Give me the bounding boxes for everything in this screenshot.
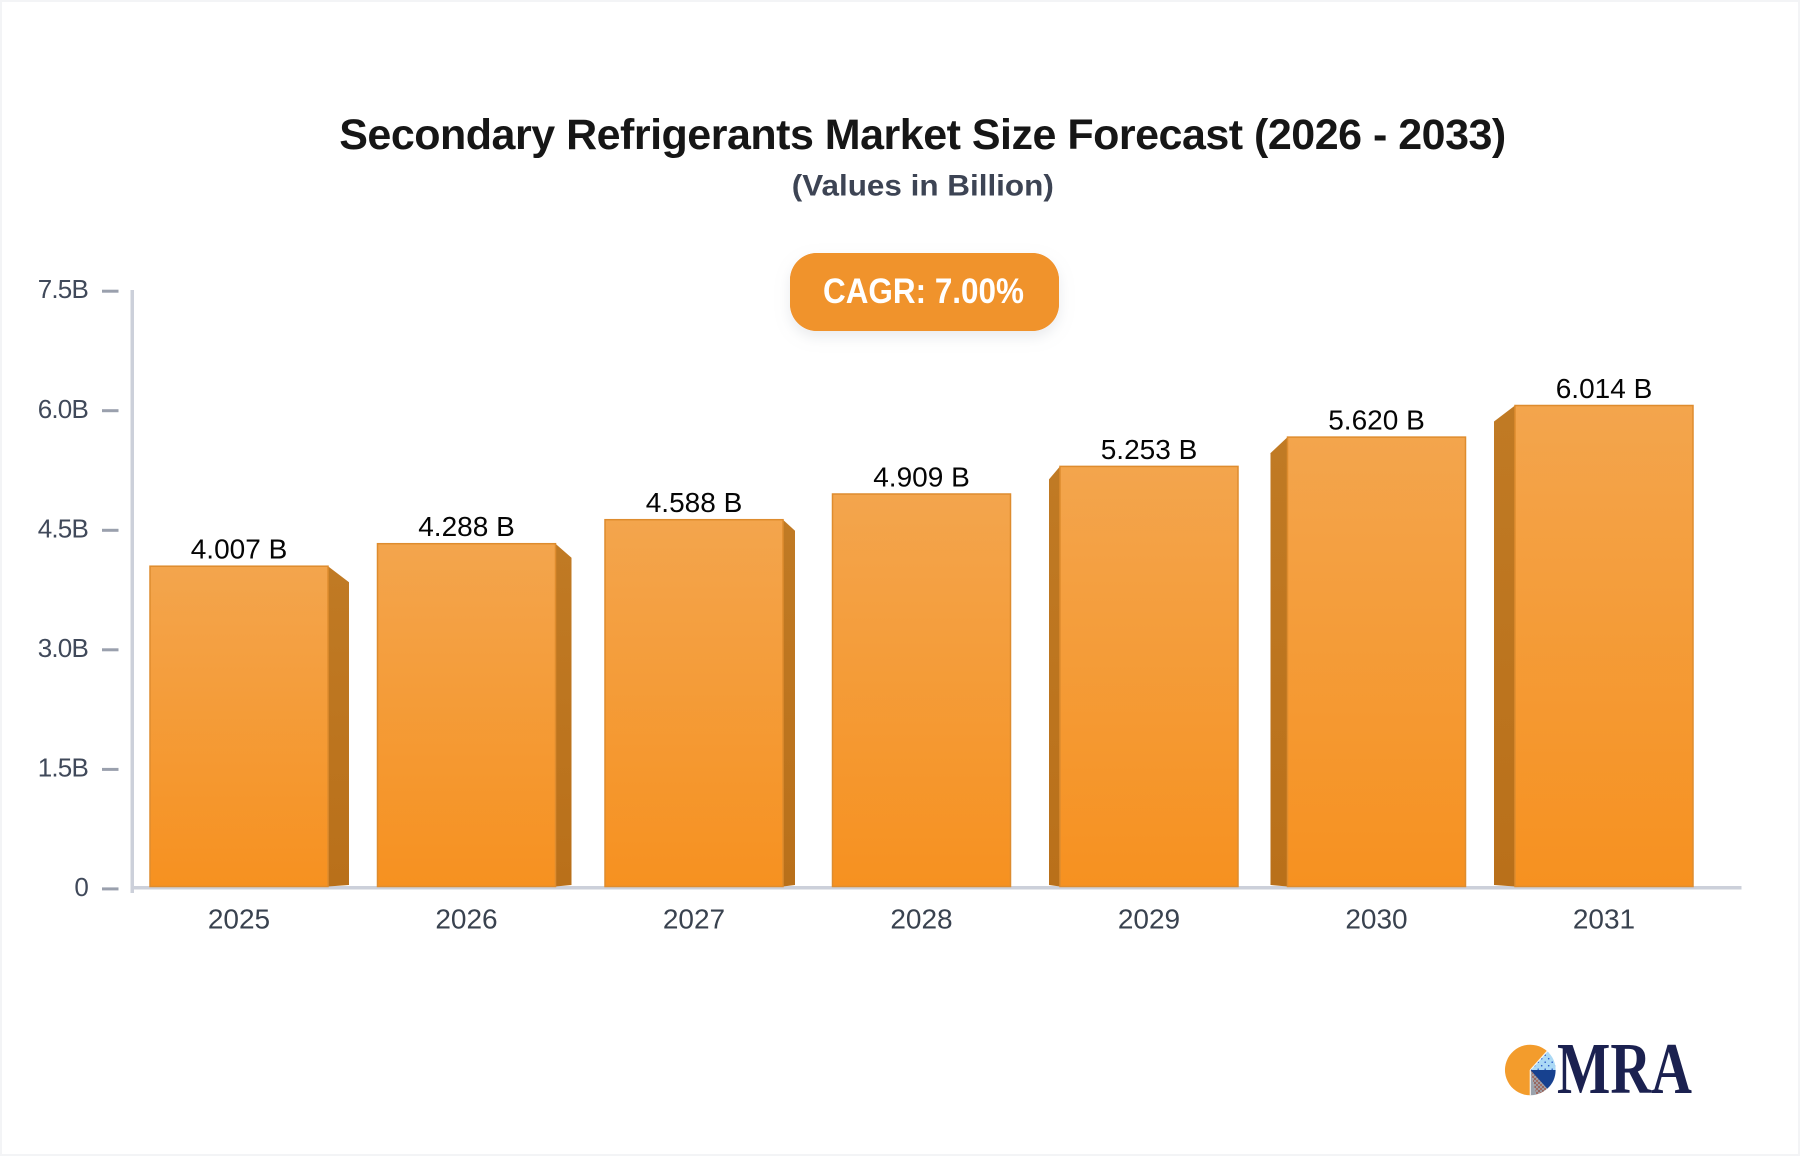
svg-text:1.5B: 1.5B xyxy=(38,753,88,783)
svg-text:Secondary Refrigerants Market: Secondary Refrigerants Market Size Forec… xyxy=(339,111,1505,159)
svg-text:7.5B: 7.5B xyxy=(38,274,88,304)
svg-text:4.288 B: 4.288 B xyxy=(418,511,515,542)
svg-text:5.620 B: 5.620 B xyxy=(1328,405,1425,436)
svg-text:3.0B: 3.0B xyxy=(38,633,88,663)
svg-text:6.0B: 6.0B xyxy=(38,394,88,424)
svg-text:2029: 2029 xyxy=(1118,904,1180,935)
svg-text:6.014 B: 6.014 B xyxy=(1556,373,1653,404)
svg-text:2030: 2030 xyxy=(1345,904,1407,935)
svg-text:(Values in Billion): (Values in Billion) xyxy=(792,169,1054,202)
svg-text:0: 0 xyxy=(74,872,88,902)
svg-text:2031: 2031 xyxy=(1573,904,1635,935)
svg-text:2026: 2026 xyxy=(435,904,497,935)
svg-text:2028: 2028 xyxy=(890,904,952,935)
svg-text:2025: 2025 xyxy=(208,904,270,935)
svg-text:MRA: MRA xyxy=(1557,1028,1692,1109)
svg-text:4.007 B: 4.007 B xyxy=(191,534,288,565)
svg-text:CAGR: 7.00%: CAGR: 7.00% xyxy=(823,272,1024,311)
svg-text:4.5B: 4.5B xyxy=(38,514,88,544)
svg-text:4.909 B: 4.909 B xyxy=(873,462,970,493)
svg-text:4.588 B: 4.588 B xyxy=(646,487,743,518)
svg-text:2027: 2027 xyxy=(663,904,725,935)
svg-text:5.253 B: 5.253 B xyxy=(1101,434,1198,465)
